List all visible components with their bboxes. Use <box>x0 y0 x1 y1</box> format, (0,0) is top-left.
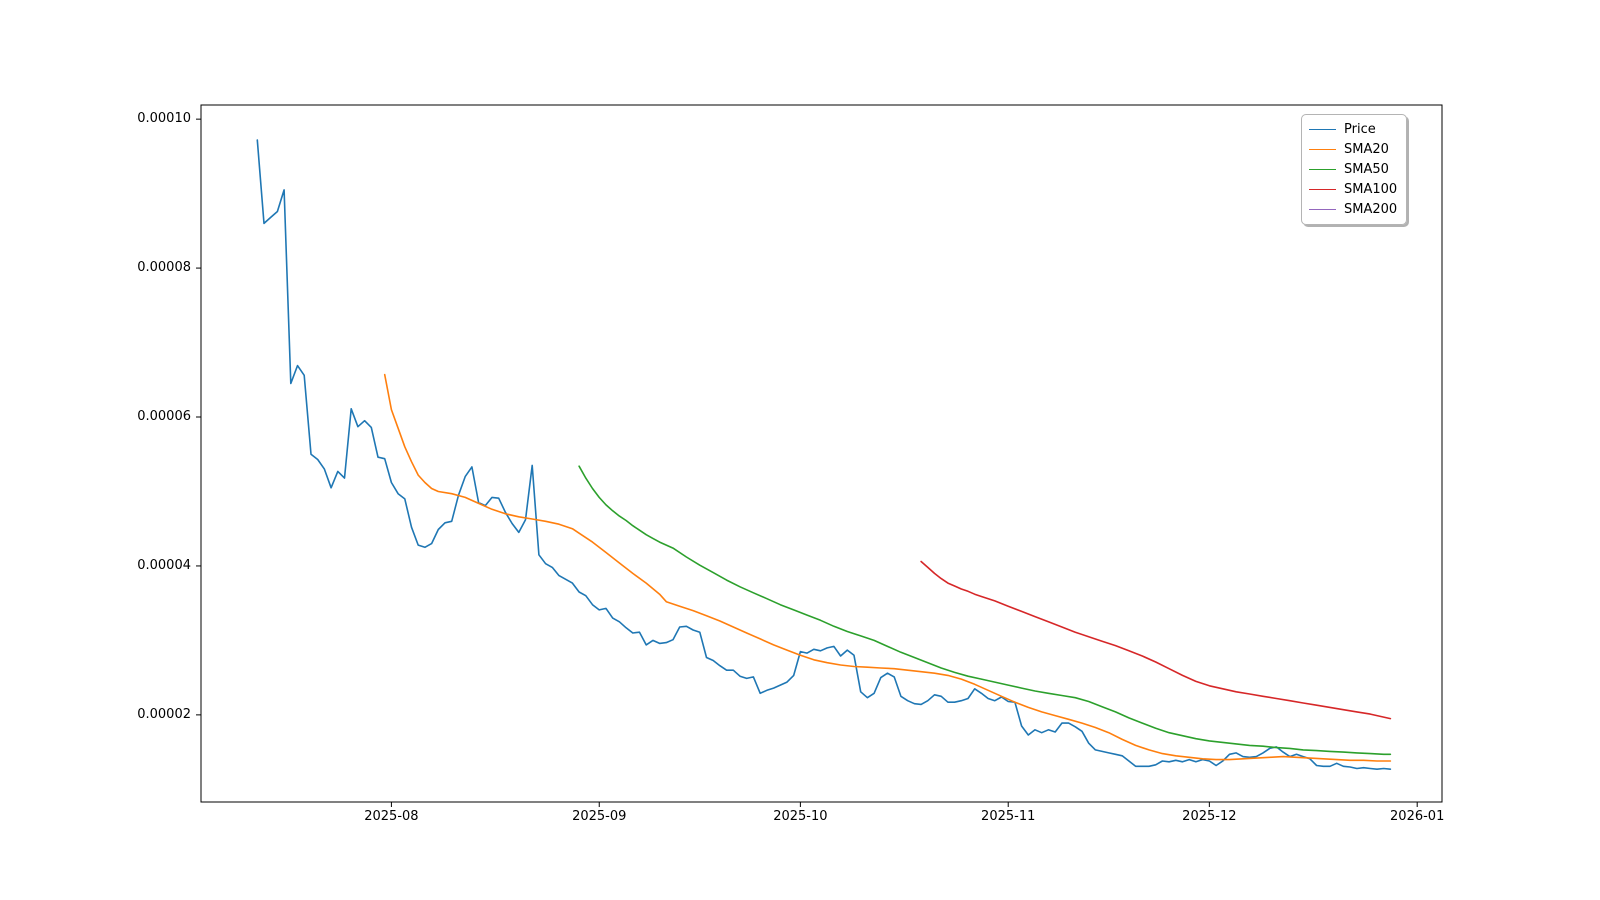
legend-item-sma100: SMA100 <box>1309 179 1399 199</box>
series-line-sma100 <box>920 560 1392 720</box>
series-line-sma20 <box>383 373 1392 762</box>
y-tick-label: 0.00002 <box>137 706 191 722</box>
legend-item-price: Price <box>1309 120 1399 140</box>
y-tick-label: 0.00008 <box>137 260 191 276</box>
x-tick-label: 2026-01 <box>1390 809 1445 824</box>
x-tick-label: 2025-10 <box>773 809 828 824</box>
legend-item-sma200: SMA200 <box>1309 199 1399 219</box>
x-tick-label: 2025-08 <box>364 809 419 824</box>
x-tick-label: 2025-11 <box>981 809 1036 824</box>
y-tick-label: 0.00006 <box>137 409 191 424</box>
x-tick-label: 2025-12 <box>1182 809 1237 824</box>
legend-label-sma20: SMA20 <box>1344 142 1389 158</box>
x-tick-label: 2025-09 <box>572 809 627 824</box>
legend-label-price: Price <box>1344 122 1376 138</box>
legend-item-sma50: SMA50 <box>1309 160 1399 180</box>
legend: Price SMA20 SMA50 SMA100 SMA200 <box>1301 114 1407 225</box>
legend-line-sample-sma20 <box>1309 149 1336 151</box>
legend-label-sma50: SMA50 <box>1344 161 1389 177</box>
series-line-price <box>256 139 1392 771</box>
series-line-sma50 <box>578 465 1392 756</box>
legend-label-sma200: SMA200 <box>1344 201 1398 217</box>
legend-line-sample-price <box>1309 129 1336 131</box>
legend-line-sample-sma200 <box>1309 208 1336 210</box>
legend-label-sma100: SMA100 <box>1344 181 1398 197</box>
y-tick-label: 0.00004 <box>137 557 191 573</box>
y-tick-label: 0.00010 <box>137 111 191 127</box>
legend-line-sample-sma100 <box>1309 188 1336 190</box>
legend-item-sma20: SMA20 <box>1309 140 1399 160</box>
plot-border <box>200 104 1443 803</box>
legend-line-sample-sma50 <box>1309 168 1336 170</box>
